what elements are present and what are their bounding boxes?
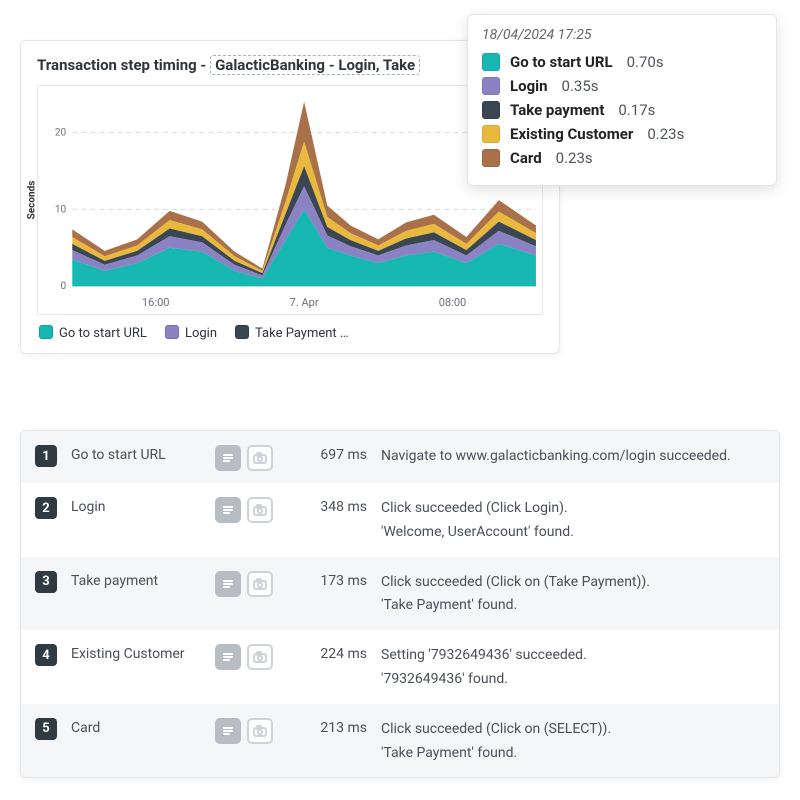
camera-icon xyxy=(252,649,268,665)
view-log-button[interactable] xyxy=(215,497,241,523)
chart-legend: Go to start URL Login Take Payment … xyxy=(37,325,543,341)
tooltip-label: Go to start URL xyxy=(510,53,613,71)
step-duration: 173 ms xyxy=(287,569,367,589)
screenshot-button[interactable] xyxy=(247,571,273,597)
camera-icon xyxy=(252,502,268,518)
screenshot-button[interactable] xyxy=(247,718,273,744)
step-name: Card xyxy=(71,716,201,736)
step-duration: 224 ms xyxy=(287,642,367,662)
step-number: 5 xyxy=(35,718,57,740)
step-duration: 213 ms xyxy=(287,716,367,736)
tooltip-value: 0.23s xyxy=(556,149,593,167)
table-row: 4 Existing Customer 224 ms Setting '7932649… xyxy=(21,630,779,704)
step-actions xyxy=(215,716,273,744)
tooltip-row: Go to start URL 0.70s xyxy=(482,53,762,71)
step-name: Existing Customer xyxy=(71,642,201,662)
view-log-button[interactable] xyxy=(215,571,241,597)
step-number: 3 xyxy=(35,571,57,593)
tooltip-label: Login xyxy=(510,77,548,95)
step-description: Click succeeded (Click on (SELECT)).'Tak… xyxy=(381,716,765,766)
step-number: 4 xyxy=(35,644,57,666)
step-description: Click succeeded (Click Login).'Welcome, … xyxy=(381,495,765,545)
tooltip-row: Login 0.35s xyxy=(482,77,762,95)
table-row: 1 Go to start URL 697 ms Navigate to www.ga… xyxy=(21,431,779,483)
tooltip-label: Card xyxy=(510,149,542,167)
step-description: Click succeeded (Click on (Take Payment)… xyxy=(381,569,765,619)
tooltip-card: 18/04/2024 17:25 Go to start URL 0.70s Log… xyxy=(467,14,777,186)
legend-label: Login xyxy=(185,326,217,341)
chart-title-tag: GalacticBanking - Login, Take xyxy=(210,55,420,75)
camera-icon xyxy=(252,723,268,739)
table-row: 5 Card 213 ms Click succeeded (Click on (SE… xyxy=(21,704,779,778)
steps-table: 1 Go to start URL 697 ms Navigate to www.ga… xyxy=(20,430,780,778)
screenshot-button[interactable] xyxy=(247,497,273,523)
legend-label: Take Payment … xyxy=(255,326,349,341)
list-icon xyxy=(220,450,236,466)
svg-text:08:00: 08:00 xyxy=(439,296,467,309)
view-log-button[interactable] xyxy=(215,445,241,471)
step-number: 2 xyxy=(35,497,57,519)
svg-text:16:00: 16:00 xyxy=(142,296,170,309)
svg-text:10: 10 xyxy=(55,204,67,215)
camera-icon xyxy=(252,576,268,592)
tooltip-swatch xyxy=(482,77,500,95)
tooltip-value: 0.17s xyxy=(618,101,655,119)
legend-label: Go to start URL xyxy=(59,326,147,341)
tooltip-value: 0.70s xyxy=(627,53,664,71)
tooltip-swatch xyxy=(482,101,500,119)
svg-text:7. Apr: 7. Apr xyxy=(290,296,319,309)
table-row: 2 Login 348 ms Click succeeded (Click Login… xyxy=(21,483,779,557)
y-axis-label: Seconds xyxy=(27,181,38,220)
screenshot-button[interactable] xyxy=(247,445,273,471)
legend-swatch xyxy=(235,325,249,339)
tooltip-value: 0.35s xyxy=(562,77,599,95)
screenshot-button[interactable] xyxy=(247,644,273,670)
legend-swatch xyxy=(165,325,179,339)
legend-item[interactable]: Take Payment … xyxy=(235,325,349,341)
step-duration: 348 ms xyxy=(287,495,367,515)
tooltip-row: Card 0.23s xyxy=(482,149,762,167)
camera-icon xyxy=(252,450,268,466)
table-row: 3 Take payment 173 ms Click succeeded (Clic… xyxy=(21,557,779,631)
view-log-button[interactable] xyxy=(215,718,241,744)
tooltip-row: Existing Customer 0.23s xyxy=(482,125,762,143)
tooltip-swatch xyxy=(482,125,500,143)
tooltip-label: Take payment xyxy=(510,101,604,119)
step-name: Go to start URL xyxy=(71,443,201,463)
legend-item[interactable]: Go to start URL xyxy=(39,325,147,341)
step-duration: 697 ms xyxy=(287,443,367,463)
list-icon xyxy=(220,723,236,739)
tooltip-swatch xyxy=(482,149,500,167)
step-actions xyxy=(215,642,273,670)
tooltip-value: 0.23s xyxy=(647,125,684,143)
tooltip-label: Existing Customer xyxy=(510,125,633,143)
step-name: Login xyxy=(71,495,201,515)
step-description: Navigate to www.galacticbanking.com/logi… xyxy=(381,443,765,469)
chart-title-prefix: Transaction step timing - xyxy=(37,56,210,74)
list-icon xyxy=(220,649,236,665)
list-icon xyxy=(220,576,236,592)
step-number: 1 xyxy=(35,445,57,467)
step-actions xyxy=(215,495,273,523)
svg-text:0: 0 xyxy=(61,281,67,292)
step-actions xyxy=(215,443,273,471)
tooltip-timestamp: 18/04/2024 17:25 xyxy=(482,27,762,43)
step-description: Setting '7932649436' succeeded.'79326494… xyxy=(381,642,765,692)
step-name: Take payment xyxy=(71,569,201,589)
tooltip-row: Take payment 0.17s xyxy=(482,101,762,119)
tooltip-swatch xyxy=(482,53,500,71)
view-log-button[interactable] xyxy=(215,644,241,670)
list-icon xyxy=(220,502,236,518)
legend-item[interactable]: Login xyxy=(165,325,217,341)
svg-text:20: 20 xyxy=(55,127,67,138)
step-actions xyxy=(215,569,273,597)
legend-swatch xyxy=(39,325,53,339)
